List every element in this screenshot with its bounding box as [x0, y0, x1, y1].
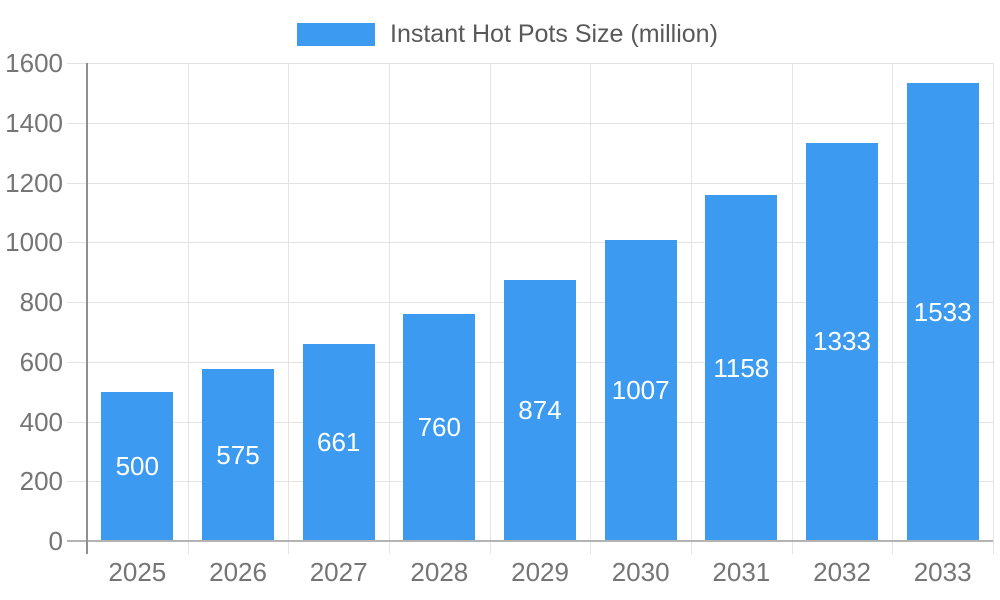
- bar[interactable]: 1007: [604, 240, 677, 541]
- y-axis-tick-label: 1000: [5, 227, 63, 258]
- y-axis-tick-label: 400: [19, 406, 63, 437]
- y-gridline: [67, 182, 993, 184]
- y-axis-tick-label: 800: [19, 287, 63, 317]
- bar-value-label: 661: [316, 426, 361, 457]
- bar[interactable]: 575: [202, 369, 274, 541]
- y-gridline: [67, 63, 993, 64]
- bar[interactable]: 500: [101, 391, 174, 541]
- x-gridline: [187, 63, 189, 554]
- x-gridline: [993, 63, 994, 554]
- legend-label: Instant Hot Pots Size (million): [390, 20, 718, 48]
- bar-value-label: 1333: [813, 326, 871, 357]
- bar-value-label: 500: [115, 450, 159, 481]
- bar[interactable]: 1533: [906, 83, 979, 541]
- y-axis-tick-label: 1400: [5, 107, 63, 138]
- bar[interactable]: 760: [403, 314, 476, 541]
- x-axis-tick-label: 2031: [712, 557, 771, 587]
- x-axis-tick-label: 2025: [108, 557, 167, 587]
- x-axis-line: [67, 540, 993, 542]
- bar[interactable]: 1333: [806, 142, 878, 541]
- x-gridline: [791, 63, 793, 554]
- x-axis-tick-label: 2033: [913, 557, 972, 587]
- x-gridline: [489, 63, 491, 554]
- y-axis-tick-label: 1600: [5, 48, 63, 78]
- x-gridline: [892, 63, 894, 554]
- x-gridline: [288, 63, 290, 554]
- bar-value-label: 1533: [913, 296, 972, 327]
- y-axis-tick-label: 200: [19, 466, 63, 497]
- x-axis-tick-label: 2032: [813, 557, 871, 587]
- x-axis-tick-label: 2030: [611, 557, 670, 587]
- bar[interactable]: 874: [504, 279, 576, 541]
- bar[interactable]: 661: [302, 343, 375, 541]
- x-axis-tick-label: 2028: [410, 557, 469, 587]
- x-axis-tick-label: 2027: [309, 557, 368, 587]
- x-axis-tick-label: 2029: [511, 557, 569, 587]
- bar-value-label: 760: [417, 412, 461, 442]
- y-axis-tick-label: 600: [19, 346, 63, 377]
- bar-value-label: 1158: [713, 352, 770, 383]
- legend-swatch: [297, 23, 375, 46]
- x-axis-tick-label: 2026: [209, 557, 267, 587]
- y-axis-tick-label: 0: [48, 526, 63, 556]
- bar-value-label: 874: [518, 394, 562, 425]
- x-gridline: [590, 63, 592, 554]
- bar-value-label: 1007: [611, 375, 670, 406]
- bar[interactable]: 1158: [705, 195, 778, 541]
- y-axis-tick-label: 1200: [5, 167, 63, 198]
- legend-item[interactable]: Instant Hot Pots Size (million): [297, 20, 718, 49]
- y-axis-line: [86, 63, 88, 554]
- x-gridline: [691, 63, 692, 554]
- x-gridline: [389, 63, 390, 554]
- y-gridline: [67, 122, 993, 124]
- bar-value-label: 575: [216, 439, 260, 470]
- y-gridline: [67, 242, 993, 244]
